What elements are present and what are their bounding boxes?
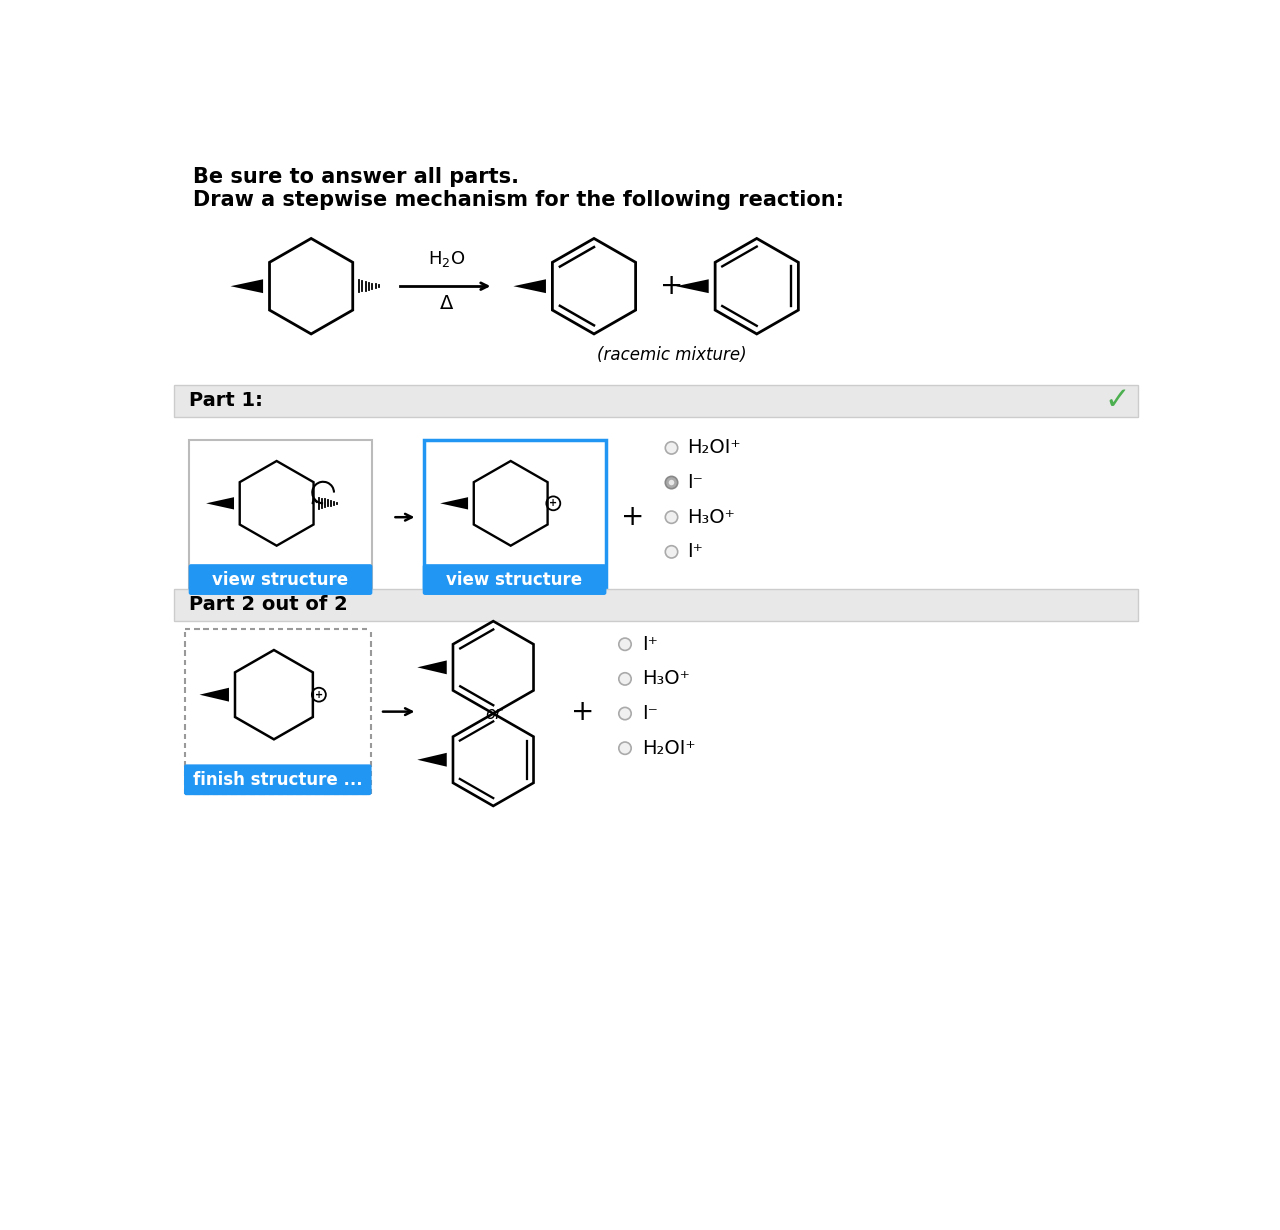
Text: (racemic mixture): (racemic mixture) (596, 347, 746, 364)
Polygon shape (200, 688, 229, 701)
Text: Part 2 out of 2: Part 2 out of 2 (189, 595, 348, 615)
Text: view structure: view structure (447, 571, 582, 589)
FancyBboxPatch shape (188, 565, 372, 595)
Text: or: or (485, 705, 502, 722)
Text: I⁻: I⁻ (643, 704, 658, 723)
Text: ✓: ✓ (1105, 386, 1130, 416)
Polygon shape (676, 279, 709, 293)
Polygon shape (417, 661, 447, 674)
Text: Part 1:: Part 1: (189, 391, 264, 411)
Circle shape (618, 673, 631, 685)
Text: I⁺: I⁺ (687, 542, 703, 561)
Polygon shape (230, 279, 264, 293)
Polygon shape (513, 279, 547, 293)
Text: H₃O⁺: H₃O⁺ (687, 508, 735, 526)
Polygon shape (206, 497, 234, 509)
Polygon shape (440, 497, 468, 509)
Text: I⁺: I⁺ (643, 635, 658, 654)
Circle shape (666, 476, 677, 488)
Text: H$_2$O: H$_2$O (428, 250, 466, 269)
Text: +: + (549, 498, 557, 508)
FancyBboxPatch shape (184, 764, 371, 795)
FancyBboxPatch shape (422, 565, 607, 595)
Circle shape (666, 546, 677, 558)
Text: Be sure to answer all parts.: Be sure to answer all parts. (192, 167, 518, 187)
Circle shape (666, 442, 677, 454)
Circle shape (668, 480, 675, 486)
Text: +: + (315, 690, 323, 700)
Text: finish structure ...: finish structure ... (193, 771, 362, 788)
Text: +: + (621, 503, 644, 531)
Text: +: + (659, 272, 684, 300)
FancyBboxPatch shape (424, 440, 605, 594)
FancyBboxPatch shape (189, 440, 371, 594)
Text: view structure: view structure (212, 571, 348, 589)
FancyBboxPatch shape (174, 589, 1138, 621)
Text: H₃O⁺: H₃O⁺ (643, 669, 690, 689)
Circle shape (666, 510, 677, 523)
Text: $\Delta$: $\Delta$ (439, 294, 454, 312)
Text: Draw a stepwise mechanism for the following reaction:: Draw a stepwise mechanism for the follow… (192, 189, 844, 210)
Text: +: + (571, 697, 594, 726)
Text: I⁻: I⁻ (687, 474, 703, 492)
Text: H₂OI⁺: H₂OI⁺ (687, 438, 741, 458)
Polygon shape (417, 753, 447, 766)
FancyBboxPatch shape (174, 385, 1138, 417)
Circle shape (618, 638, 631, 651)
Text: H₂OI⁺: H₂OI⁺ (643, 739, 695, 758)
Circle shape (618, 707, 631, 720)
Circle shape (618, 742, 631, 754)
